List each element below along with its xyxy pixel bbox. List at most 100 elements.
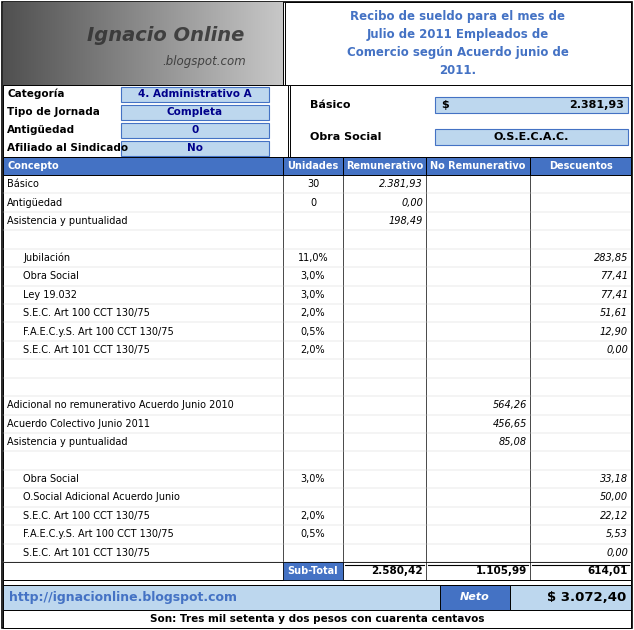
- Bar: [168, 2, 169, 85]
- Text: 3,0%: 3,0%: [301, 272, 325, 282]
- Bar: [98, 2, 99, 85]
- Bar: [247, 2, 248, 85]
- Bar: [169, 2, 170, 85]
- Bar: [26, 2, 27, 85]
- Text: 0: 0: [191, 125, 198, 135]
- Bar: [251, 2, 252, 85]
- Bar: [233, 2, 234, 85]
- Bar: [178, 2, 179, 85]
- Bar: [102, 2, 103, 85]
- Text: No Remunerativo: No Remunerativo: [430, 161, 526, 171]
- Bar: [156, 2, 157, 85]
- Bar: [39, 2, 40, 85]
- Bar: [203, 2, 204, 85]
- Bar: [187, 2, 188, 85]
- Bar: [15, 2, 16, 85]
- Text: 198,49: 198,49: [389, 216, 423, 226]
- Bar: [27, 2, 28, 85]
- Bar: [147, 2, 148, 85]
- Text: Obra Social: Obra Social: [23, 474, 79, 484]
- Bar: [41, 2, 42, 85]
- Bar: [173, 2, 174, 85]
- Bar: [216, 2, 217, 85]
- Bar: [85, 2, 86, 85]
- Bar: [230, 2, 231, 85]
- Text: F.A.E.C.y.S. Art 100 CCT 130/75: F.A.E.C.y.S. Art 100 CCT 130/75: [23, 326, 174, 336]
- Bar: [35, 2, 36, 85]
- Bar: [79, 2, 80, 85]
- Bar: [84, 2, 85, 85]
- Bar: [16, 2, 17, 85]
- Bar: [242, 2, 243, 85]
- Bar: [57, 2, 58, 85]
- Bar: [74, 2, 75, 85]
- Text: 2,0%: 2,0%: [301, 511, 325, 521]
- Text: 1.105,99: 1.105,99: [476, 566, 527, 576]
- Bar: [46, 2, 47, 85]
- Bar: [191, 2, 192, 85]
- Bar: [3, 562, 631, 580]
- Bar: [227, 2, 228, 85]
- Bar: [204, 2, 205, 85]
- Bar: [3, 580, 631, 585]
- Bar: [132, 2, 133, 85]
- Bar: [273, 2, 274, 85]
- Bar: [11, 2, 12, 85]
- Bar: [40, 2, 41, 85]
- Bar: [213, 2, 214, 85]
- Bar: [66, 2, 67, 85]
- Text: 614,01: 614,01: [588, 566, 628, 576]
- Bar: [263, 2, 264, 85]
- Bar: [210, 2, 211, 85]
- Bar: [97, 2, 98, 85]
- Text: Remunerativo: Remunerativo: [346, 161, 423, 171]
- Text: 283,85: 283,85: [593, 253, 628, 263]
- Bar: [3, 2, 283, 85]
- Bar: [235, 2, 236, 85]
- Text: Asistencia y puntualidad: Asistencia y puntualidad: [7, 216, 127, 226]
- Bar: [10, 2, 11, 85]
- Bar: [128, 2, 129, 85]
- Bar: [153, 2, 154, 85]
- Bar: [140, 2, 141, 85]
- Bar: [37, 2, 38, 85]
- Bar: [120, 2, 121, 85]
- Bar: [123, 2, 124, 85]
- Bar: [530, 157, 631, 175]
- Bar: [188, 2, 189, 85]
- Bar: [226, 2, 227, 85]
- Bar: [63, 2, 64, 85]
- Bar: [107, 2, 108, 85]
- Bar: [42, 2, 43, 85]
- Bar: [145, 2, 146, 85]
- Bar: [157, 2, 158, 85]
- Bar: [43, 2, 44, 85]
- Text: F.A.E.C.y.S. Art 100 CCT 130/75: F.A.E.C.y.S. Art 100 CCT 130/75: [23, 529, 174, 539]
- Bar: [126, 2, 127, 85]
- Bar: [192, 2, 193, 85]
- Bar: [18, 2, 19, 85]
- Bar: [194, 2, 195, 85]
- Bar: [253, 2, 254, 85]
- Bar: [81, 2, 82, 85]
- Bar: [76, 2, 77, 85]
- Bar: [143, 2, 144, 85]
- Text: 12,90: 12,90: [600, 326, 628, 336]
- Bar: [124, 2, 125, 85]
- Bar: [3, 2, 4, 85]
- Bar: [59, 2, 60, 85]
- Bar: [190, 2, 191, 85]
- Bar: [154, 2, 155, 85]
- Text: 2.381,93: 2.381,93: [379, 179, 423, 189]
- Bar: [139, 2, 140, 85]
- Bar: [146, 2, 147, 85]
- Bar: [170, 2, 171, 85]
- Bar: [89, 2, 90, 85]
- Bar: [38, 2, 39, 85]
- Text: Obra Social: Obra Social: [23, 272, 79, 282]
- Bar: [3, 157, 283, 175]
- Bar: [250, 2, 251, 85]
- Bar: [265, 2, 266, 85]
- Bar: [275, 2, 276, 85]
- Bar: [121, 122, 269, 137]
